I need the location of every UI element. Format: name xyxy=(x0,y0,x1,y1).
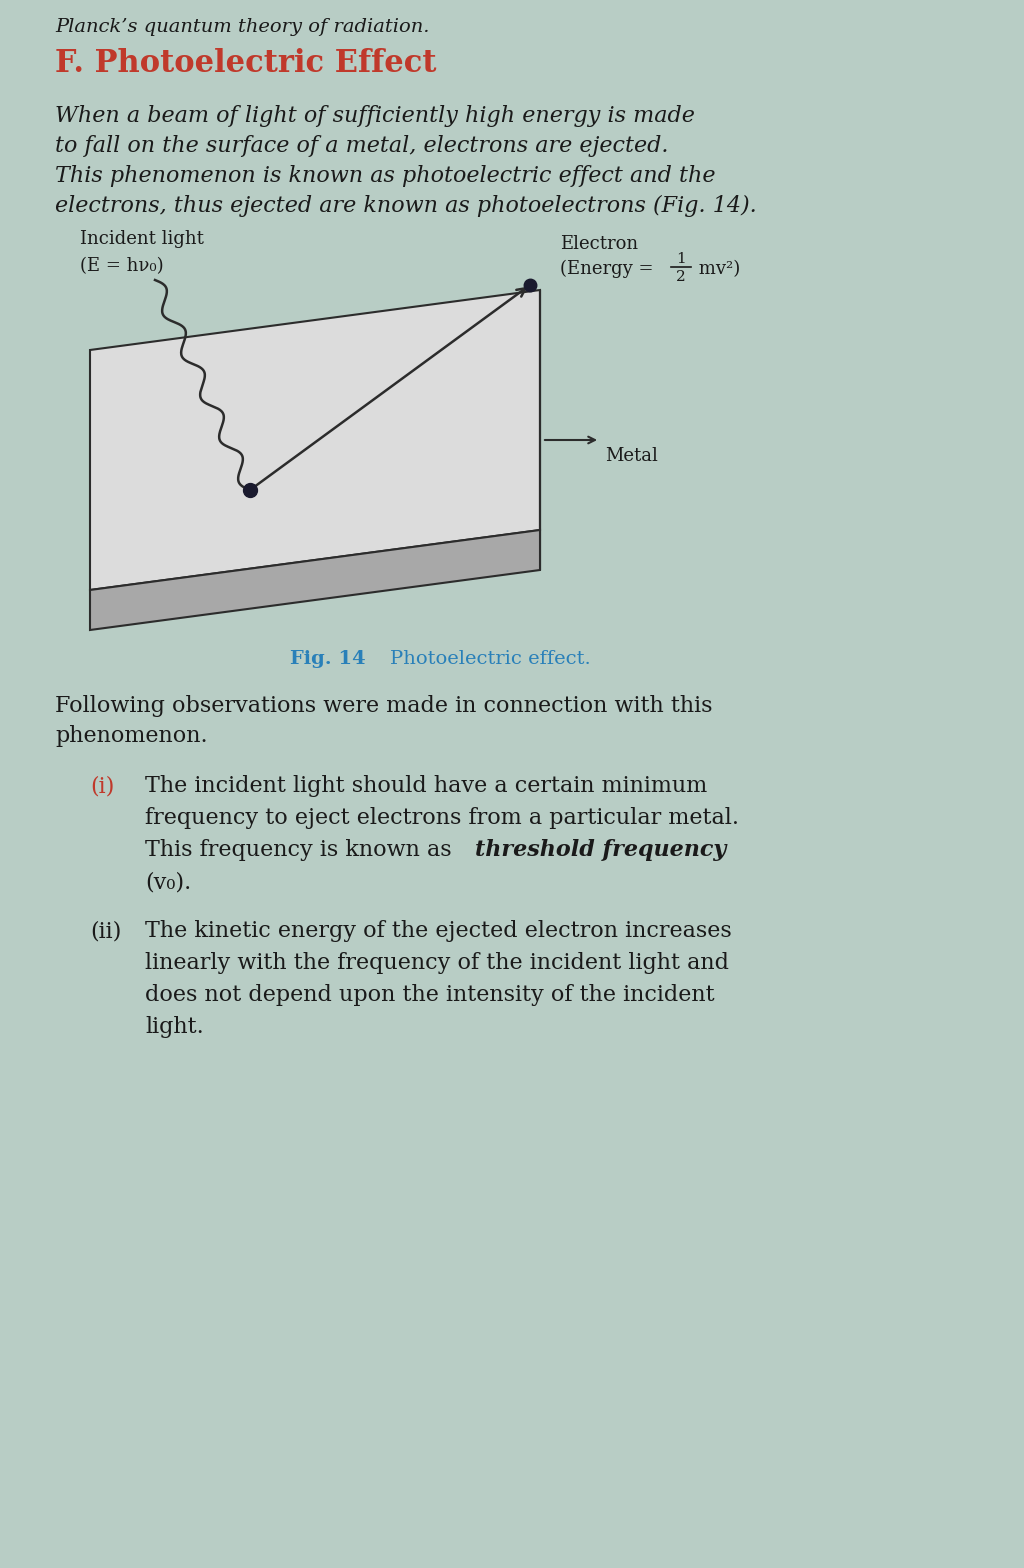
Text: to fall on the surface of a metal, electrons are ejected.: to fall on the surface of a metal, elect… xyxy=(55,135,669,157)
Text: Planck’s quantum theory of radiation.: Planck’s quantum theory of radiation. xyxy=(55,17,429,36)
Text: Incident light: Incident light xyxy=(80,230,204,248)
Text: This frequency is known as: This frequency is known as xyxy=(145,839,459,861)
Text: Following observations were made in connection with this: Following observations were made in conn… xyxy=(55,695,713,717)
Text: Photoelectric effect.: Photoelectric effect. xyxy=(390,651,591,668)
Text: Metal: Metal xyxy=(605,447,657,466)
Text: frequency to eject electrons from a particular metal.: frequency to eject electrons from a part… xyxy=(145,808,739,829)
Text: (i): (i) xyxy=(90,775,115,797)
Text: threshold frequency: threshold frequency xyxy=(475,839,726,861)
Text: 1: 1 xyxy=(676,252,686,267)
Text: F. Photoelectric Effect: F. Photoelectric Effect xyxy=(55,49,436,78)
Text: does not depend upon the intensity of the incident: does not depend upon the intensity of th… xyxy=(145,985,715,1007)
Text: The kinetic energy of the ejected electron increases: The kinetic energy of the ejected electr… xyxy=(145,920,732,942)
Text: (E = hν₀): (E = hν₀) xyxy=(80,257,164,274)
Text: This phenomenon is known as photoelectric effect and the: This phenomenon is known as photoelectri… xyxy=(55,165,716,187)
Text: light.: light. xyxy=(145,1016,204,1038)
Text: phenomenon.: phenomenon. xyxy=(55,724,208,746)
Text: (v₀).: (v₀). xyxy=(145,870,191,894)
Text: Fig. 14: Fig. 14 xyxy=(290,651,373,668)
Text: 2: 2 xyxy=(676,270,686,284)
Text: electrons, thus ejected are known as photoelectrons (Fig. 14).: electrons, thus ejected are known as pho… xyxy=(55,194,757,216)
Text: Electron: Electron xyxy=(560,235,638,252)
Text: (ii): (ii) xyxy=(90,920,122,942)
Text: (Energy =: (Energy = xyxy=(560,260,659,278)
Text: mv²): mv²) xyxy=(693,260,740,278)
Text: When a beam of light of sufficiently high energy is made: When a beam of light of sufficiently hig… xyxy=(55,105,695,127)
Text: linearly with the frequency of the incident light and: linearly with the frequency of the incid… xyxy=(145,952,729,974)
Polygon shape xyxy=(90,530,540,630)
Text: The incident light should have a certain minimum: The incident light should have a certain… xyxy=(145,775,708,797)
Polygon shape xyxy=(90,290,540,590)
